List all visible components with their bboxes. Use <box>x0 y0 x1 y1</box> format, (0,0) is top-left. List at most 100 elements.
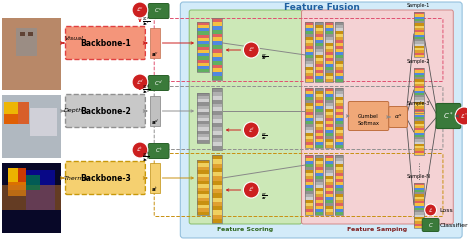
FancyBboxPatch shape <box>65 162 146 194</box>
FancyBboxPatch shape <box>148 75 169 90</box>
Bar <box>305 170 313 173</box>
Bar <box>2 185 61 210</box>
Bar <box>325 124 333 127</box>
Bar <box>315 40 323 43</box>
Bar <box>335 188 343 191</box>
FancyBboxPatch shape <box>148 143 169 159</box>
Circle shape <box>243 182 259 198</box>
Bar <box>414 37 424 39</box>
Bar <box>315 118 323 121</box>
Bar <box>414 224 424 226</box>
Bar <box>325 94 333 97</box>
Bar <box>20 32 25 36</box>
Bar <box>212 155 222 223</box>
Text: $\mathcal{L}^{v}$: $\mathcal{L}^{v}$ <box>247 46 255 54</box>
Bar <box>335 22 343 25</box>
Bar <box>335 25 343 28</box>
Bar <box>325 46 333 49</box>
Bar <box>315 88 323 91</box>
Bar <box>212 18 222 22</box>
Bar <box>335 139 343 142</box>
Bar <box>305 91 313 94</box>
Bar <box>414 41 424 44</box>
Bar <box>305 167 313 170</box>
Bar <box>414 48 424 50</box>
Bar <box>315 145 323 148</box>
Text: $C^d$: $C^d$ <box>155 78 163 88</box>
Bar <box>325 212 333 215</box>
Bar <box>414 219 424 221</box>
Bar <box>414 153 424 155</box>
Bar <box>315 91 323 94</box>
Bar <box>325 139 333 142</box>
Bar <box>315 127 323 130</box>
Bar <box>4 102 28 124</box>
Bar <box>305 28 313 31</box>
Bar <box>212 123 222 127</box>
Bar <box>315 212 323 215</box>
Bar <box>414 208 424 210</box>
Bar <box>335 136 343 139</box>
Text: $C^v$: $C^v$ <box>155 7 163 15</box>
Bar <box>197 22 209 72</box>
Bar <box>305 115 313 118</box>
Bar <box>26 175 40 190</box>
Bar <box>212 189 222 193</box>
Text: Feature Fusion: Feature Fusion <box>284 3 360 12</box>
Bar <box>414 150 424 153</box>
Text: $\mathcal{L}^d$: $\mathcal{L}^d$ <box>136 77 144 87</box>
Bar <box>197 194 209 198</box>
FancyBboxPatch shape <box>301 10 453 224</box>
Text: $\mathcal{L}^v$: $\mathcal{L}^v$ <box>136 6 144 14</box>
Bar <box>315 191 323 194</box>
Bar <box>325 22 333 82</box>
Bar <box>212 181 222 185</box>
Bar <box>315 70 323 73</box>
Bar <box>315 115 323 118</box>
Bar <box>335 40 343 43</box>
Bar <box>325 127 333 130</box>
Bar <box>335 206 343 209</box>
Bar <box>305 112 313 115</box>
Bar <box>315 167 323 170</box>
Bar <box>414 226 424 228</box>
Bar <box>197 96 209 99</box>
Bar <box>305 73 313 76</box>
Bar <box>212 134 222 138</box>
Bar <box>315 67 323 70</box>
Text: $C$: $C$ <box>428 221 434 229</box>
Bar <box>212 61 222 64</box>
Bar <box>197 170 209 174</box>
Bar <box>414 214 424 217</box>
Bar <box>212 119 222 123</box>
Bar <box>335 115 343 118</box>
Bar <box>414 88 424 90</box>
Bar <box>414 16 424 19</box>
Bar <box>212 49 222 53</box>
FancyBboxPatch shape <box>148 3 169 18</box>
Bar <box>325 121 333 124</box>
Bar <box>325 76 333 79</box>
Bar <box>305 145 313 148</box>
Bar <box>325 145 333 148</box>
Bar <box>414 119 424 121</box>
Bar <box>197 115 209 118</box>
Bar <box>325 142 333 145</box>
Bar <box>335 170 343 173</box>
Bar <box>315 142 323 145</box>
Bar <box>315 22 323 82</box>
Bar <box>335 100 343 103</box>
Bar <box>325 100 333 103</box>
Bar <box>315 73 323 76</box>
Bar <box>197 163 209 167</box>
Bar <box>212 219 222 223</box>
Bar <box>197 124 209 127</box>
Text: $\frac{\partial\mathcal{L}^t}{\partial\mathbf{a}^t}$: $\frac{\partial\mathcal{L}^t}{\partial\m… <box>142 150 150 164</box>
Bar <box>212 53 222 57</box>
Bar <box>414 106 424 109</box>
Bar <box>325 191 333 194</box>
Bar <box>335 176 343 179</box>
Bar <box>414 217 424 219</box>
Bar <box>315 37 323 40</box>
Bar <box>325 40 333 43</box>
